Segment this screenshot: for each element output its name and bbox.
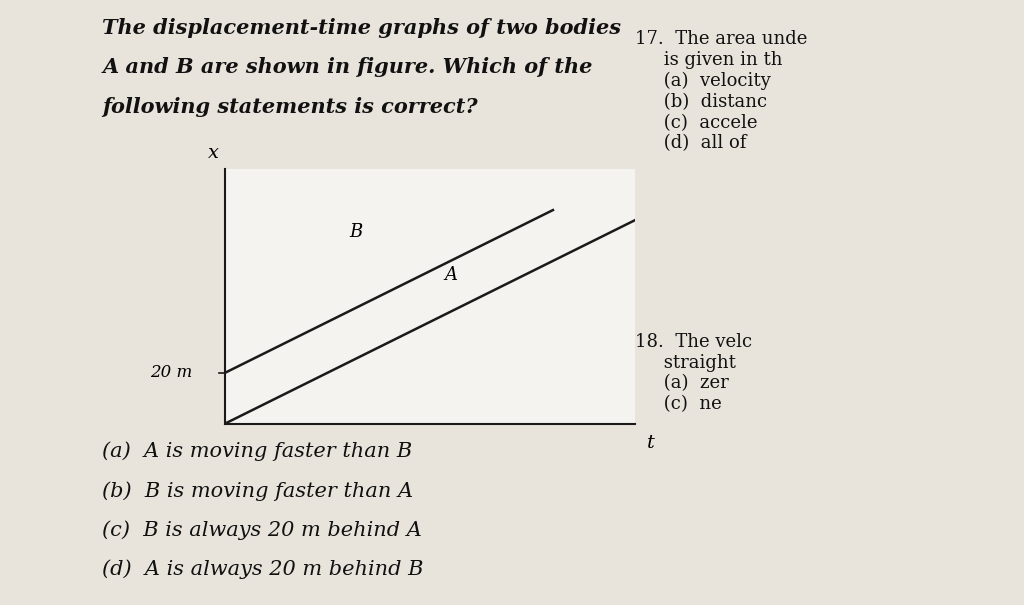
- Text: (a)  A is moving faster than B: (a) A is moving faster than B: [102, 442, 413, 462]
- Text: A and B are shown in figure. Which of the: A and B are shown in figure. Which of th…: [102, 57, 593, 77]
- Text: (c)  B is always 20 m behind A: (c) B is always 20 m behind A: [102, 520, 422, 540]
- Text: B: B: [350, 223, 362, 241]
- Text: t: t: [647, 434, 655, 452]
- Text: 20 m: 20 m: [151, 364, 193, 381]
- Text: The displacement-time graphs of two bodies: The displacement-time graphs of two bodi…: [102, 18, 622, 38]
- Text: (b)  B is moving faster than A: (b) B is moving faster than A: [102, 481, 414, 501]
- Text: (d)  A is always 20 m behind B: (d) A is always 20 m behind B: [102, 560, 424, 580]
- Text: 17.  The area unde
     is given in th
     (a)  velocity
     (b)  distanc
    : 17. The area unde is given in th (a) vel…: [635, 30, 807, 152]
- Text: A: A: [444, 266, 457, 284]
- Text: 18.  The velc
     straight
     (a)  zer
     (c)  ne: 18. The velc straight (a) zer (c) ne: [635, 333, 752, 413]
- Text: x: x: [208, 144, 218, 162]
- Text: following statements is correct?: following statements is correct?: [102, 97, 478, 117]
